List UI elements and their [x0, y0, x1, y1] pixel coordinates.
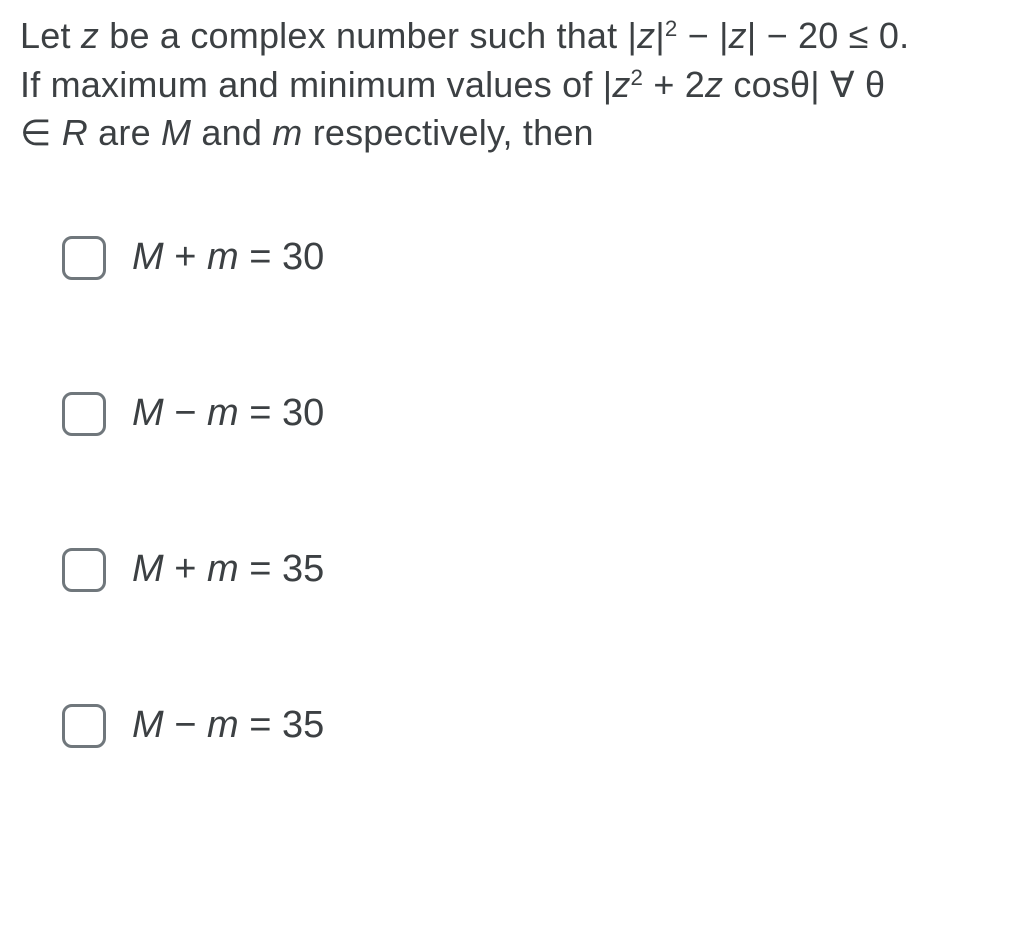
option-label: M − m = 35	[132, 704, 324, 747]
option-a[interactable]: M + m = 30	[20, 236, 992, 280]
option-c[interactable]: M + m = 35	[20, 548, 992, 592]
option-label: M + m = 30	[132, 236, 324, 279]
checkbox-icon[interactable]	[62, 548, 106, 592]
option-list: M + m = 30 M − m = 30 M + m = 35 M − m =…	[20, 236, 992, 748]
question-line-2: If maximum and minimum values of |z2 + 2…	[20, 61, 992, 110]
option-b[interactable]: M − m = 30	[20, 392, 992, 436]
option-d[interactable]: M − m = 35	[20, 704, 992, 748]
question-stem: Let z be a complex number such that |z|2…	[20, 12, 992, 158]
question-line-3: ∈ R are M and m respectively, then	[20, 109, 992, 158]
question-line-1: Let z be a complex number such that |z|2…	[20, 12, 992, 61]
checkbox-icon[interactable]	[62, 704, 106, 748]
question-page: Let z be a complex number such that |z|2…	[0, 0, 1004, 760]
option-label: M − m = 30	[132, 392, 324, 435]
checkbox-icon[interactable]	[62, 392, 106, 436]
checkbox-icon[interactable]	[62, 236, 106, 280]
option-label: M + m = 35	[132, 548, 324, 591]
